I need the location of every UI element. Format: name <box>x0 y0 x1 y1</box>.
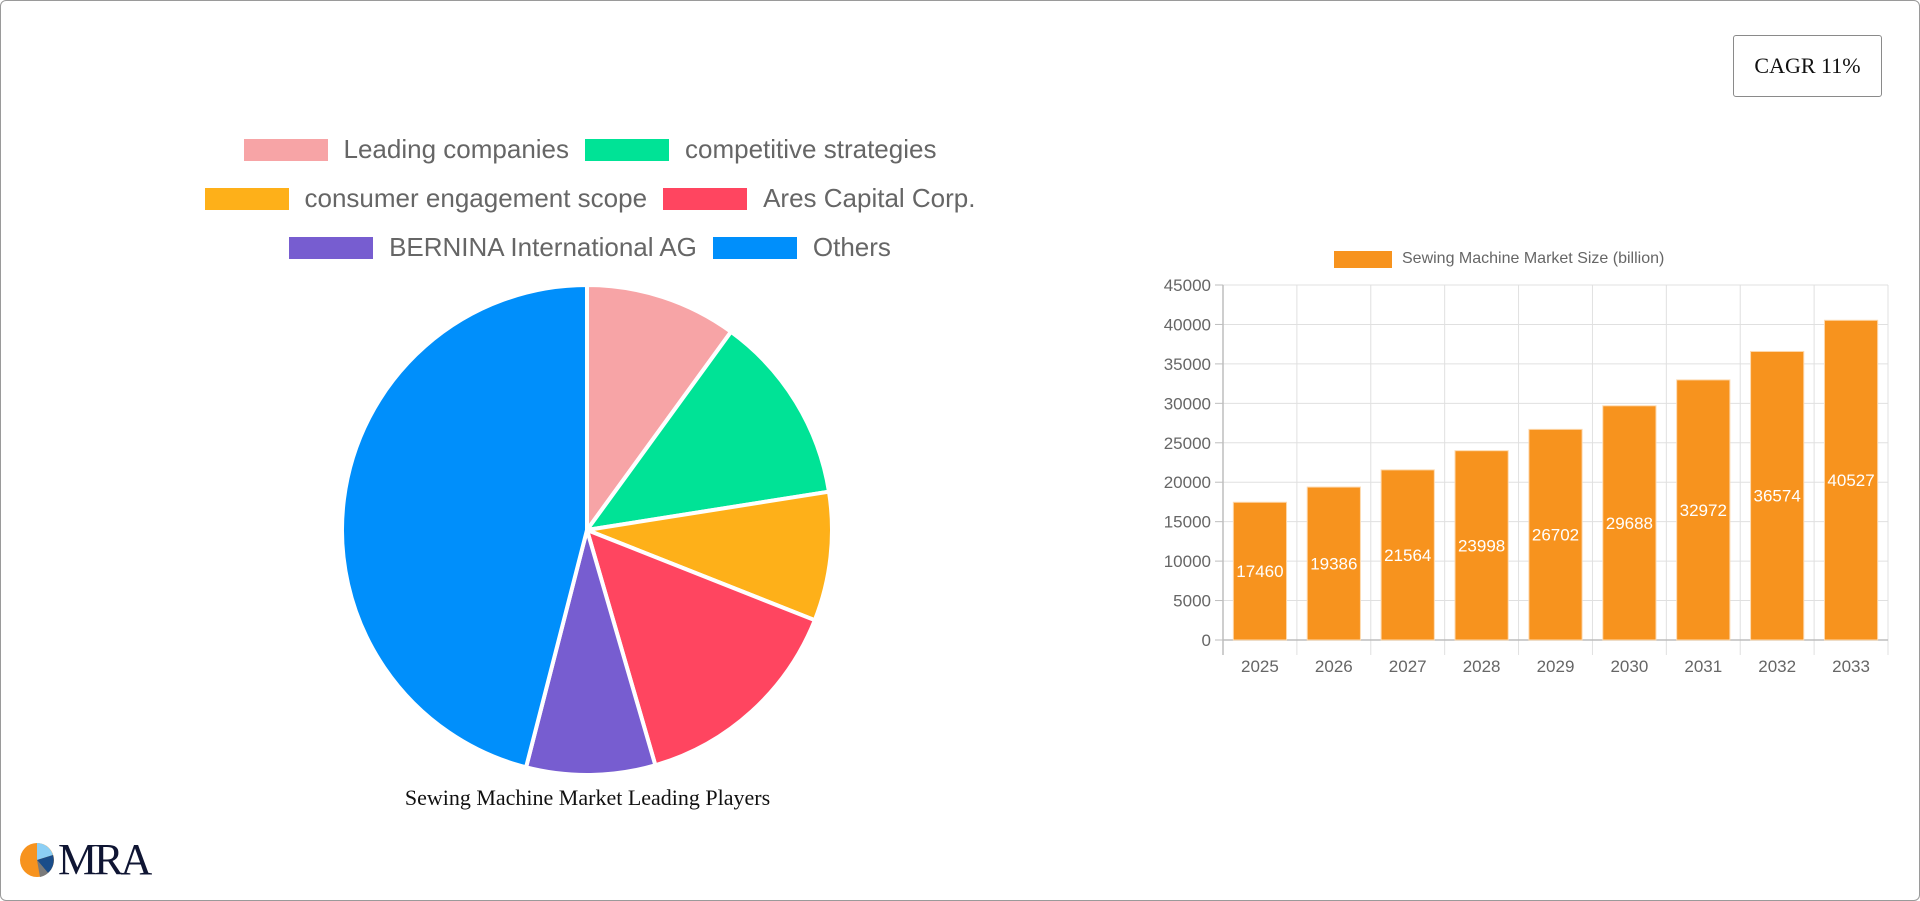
legend-label: BERNINA International AG <box>389 232 697 262</box>
legend-swatch <box>243 138 328 161</box>
bar-2026[interactable] <box>1306 486 1361 641</box>
legend-item-bernina[interactable]: BERNINA International AG <box>289 232 697 263</box>
legend-label: Others <box>812 232 891 262</box>
legend-item-ares-capital[interactable]: Ares Capital Corp. <box>663 183 975 214</box>
y-tick-label: 20000 <box>1164 473 1211 492</box>
y-tick-label: 45000 <box>1164 276 1211 295</box>
legend-item-others[interactable]: Others <box>712 232 891 263</box>
mra-logo: MRA <box>18 835 152 884</box>
bar-2030[interactable] <box>1602 405 1657 641</box>
pie-chart <box>337 280 837 785</box>
y-tick-label: 15000 <box>1164 513 1211 532</box>
legend-swatch <box>712 236 797 259</box>
legend-swatch <box>585 138 670 161</box>
bar-value-label: 21564 <box>1384 546 1431 565</box>
pie-legend: Leading companies competitive strategies… <box>150 125 1030 272</box>
bar-2033[interactable] <box>1823 319 1879 641</box>
legend-swatch <box>663 187 748 210</box>
legend-label: Leading companies <box>343 134 570 164</box>
bar-value-label: 23998 <box>1458 536 1505 555</box>
bar-2027[interactable] <box>1380 469 1435 641</box>
legend-label: consumer engagement scope <box>304 183 648 213</box>
x-tick-label: 2026 <box>1315 657 1353 676</box>
y-tick-label: 35000 <box>1164 355 1211 374</box>
logo-text: MRA <box>58 835 152 884</box>
legend-item-leading-companies[interactable]: Leading companies <box>243 134 570 165</box>
logo-pie-icon <box>20 843 54 877</box>
legend-swatch <box>204 187 289 210</box>
bar-value-label: 36574 <box>1754 487 1801 506</box>
bar-2025[interactable] <box>1232 501 1288 641</box>
x-tick-label: 2030 <box>1610 657 1648 676</box>
bar-value-label: 32972 <box>1680 501 1727 520</box>
x-tick-label: 2027 <box>1389 657 1427 676</box>
bar-value-label: 29688 <box>1606 514 1653 533</box>
y-tick-label: 25000 <box>1164 434 1211 453</box>
pie-slice-ares-capital-corp[interactable] <box>585 528 817 768</box>
legend-swatch <box>289 236 374 259</box>
bar-2032[interactable] <box>1750 350 1805 641</box>
bar-2031[interactable] <box>1676 379 1731 641</box>
x-tick-label: 2032 <box>1758 657 1796 676</box>
bar-legend[interactable]: Sewing Machine Market Size (billion) <box>1334 250 1664 268</box>
cagr-badge: CAGR 11% <box>1733 35 1882 97</box>
pie-slice-others[interactable] <box>340 283 589 770</box>
y-tick-label: 5000 <box>1173 592 1211 611</box>
bar-chart: 0 5000 10000 15000 20000 25000 30000 35000 40000… <box>1140 270 1900 695</box>
legend-item-consumer-engagement-scope[interactable]: consumer engagement scope <box>204 183 648 214</box>
legend-item-competitive-strategies[interactable]: competitive strategies <box>585 134 936 165</box>
pie-slice-consumer-engagement-scope[interactable] <box>585 489 834 623</box>
bar-2029[interactable] <box>1528 428 1583 641</box>
x-tick-label: 2033 <box>1832 657 1870 676</box>
y-tick-label: 30000 <box>1164 394 1211 413</box>
legend-label: competitive strategies <box>685 134 937 164</box>
legend-label: Ares Capital Corp. <box>763 183 976 213</box>
bar-value-label: 17460 <box>1236 562 1283 581</box>
x-tick-label: 2031 <box>1684 657 1722 676</box>
bar-2028[interactable] <box>1454 450 1509 641</box>
legend-label: Sewing Machine Market Size (billion) <box>1402 250 1665 267</box>
cagr-label: CAGR 11% <box>1754 53 1861 78</box>
bar-value-label: 26702 <box>1532 526 1579 545</box>
x-tick-label: 2029 <box>1537 657 1575 676</box>
y-tick-label: 40000 <box>1164 315 1211 334</box>
bar-value-label: 40527 <box>1827 471 1874 490</box>
pie-slice-leading-companies[interactable] <box>585 283 734 532</box>
bar-value-label: 19386 <box>1310 555 1357 574</box>
x-tick-label: 2025 <box>1241 657 1279 676</box>
pie-chart-title: Sewing Machine Market Leading Players <box>404 785 771 810</box>
x-tick-label: 2028 <box>1463 657 1501 676</box>
pie-slice-bernina-international-ag[interactable] <box>524 528 658 777</box>
y-tick-label: 10000 <box>1164 552 1211 571</box>
pie-slice-competitive-strategies[interactable] <box>585 329 831 532</box>
legend-swatch <box>1334 250 1392 268</box>
y-tick-label: 0 <box>1202 631 1211 650</box>
